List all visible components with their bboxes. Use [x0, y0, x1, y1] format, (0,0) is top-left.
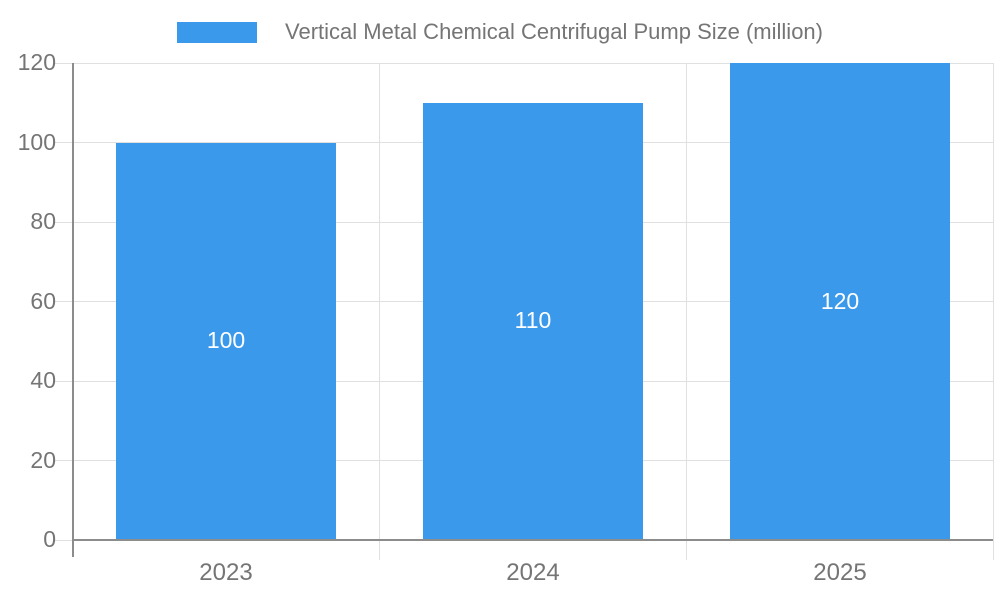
bar-2024	[423, 102, 643, 540]
x-tick-label: 2025	[813, 559, 867, 586]
x-tick-label: 2023	[199, 559, 253, 586]
y-tick	[53, 62, 73, 64]
y-tick	[53, 460, 73, 461]
bar-value-label: 110	[514, 307, 552, 333]
y-tick-label: 60	[30, 287, 56, 314]
legend-label: Vertical Metal Chemical Centrifugal Pump…	[285, 19, 823, 44]
y-tick	[53, 380, 73, 382]
y-tick	[53, 539, 73, 541]
y-axis-line	[72, 63, 74, 557]
x-axis-line	[73, 539, 993, 541]
bar-2025	[730, 63, 950, 540]
y-tick-label: 40	[30, 367, 56, 393]
bar-value-label: 120	[820, 288, 860, 314]
v-gridline	[379, 63, 381, 560]
v-gridline	[992, 63, 994, 560]
legend: Vertical Metal Chemical Centrifugal Pump…	[0, 19, 1000, 45]
bar-value-label: 100	[206, 327, 246, 353]
y-tick	[53, 142, 73, 143]
bar-2023	[116, 142, 336, 540]
legend-swatch	[177, 21, 258, 43]
y-tick	[53, 301, 73, 302]
x-tick-label: 2024	[506, 559, 560, 586]
y-tick	[53, 221, 73, 223]
v-gridline	[685, 63, 687, 560]
y-tick-label: 80	[30, 208, 56, 234]
h-gridline	[73, 62, 993, 64]
y-tick-label: 120	[17, 49, 56, 75]
y-tick-label: 0	[43, 526, 56, 552]
y-tick-label: 100	[17, 128, 56, 155]
y-tick-label: 20	[30, 446, 56, 473]
